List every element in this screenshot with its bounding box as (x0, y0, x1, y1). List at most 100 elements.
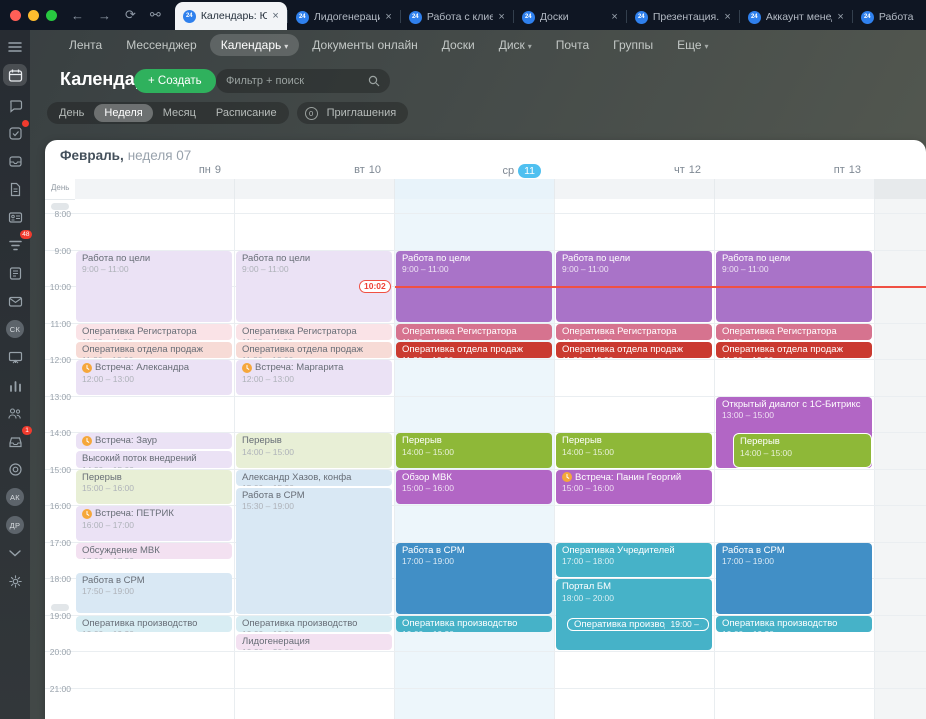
sidebar-inbox-icon[interactable]: 1 (3, 426, 32, 452)
event[interactable]: Портал БМ 18:00 – 20:00 (556, 579, 712, 650)
allday-cell[interactable] (75, 179, 235, 199)
event[interactable]: Работа по цели 9:00 – 11:00 (396, 250, 552, 322)
sidebar-chat-icon[interactable] (3, 94, 27, 116)
event[interactable]: Оперативка производство19:00 – 19:30 (236, 615, 392, 632)
browser-tab[interactable]: 24 Презентация.boar × (627, 4, 739, 30)
close-tab-icon[interactable]: × (837, 11, 844, 23)
event[interactable]: Оперативка производство19:00 – 19:30 (716, 615, 872, 632)
forward-icon[interactable]: → (98, 7, 111, 23)
avatar-ДР[interactable]: ДР (3, 514, 27, 536)
sidebar-menu-icon[interactable] (3, 36, 27, 58)
close-window-button[interactable] (10, 9, 21, 21)
event[interactable]: Оперативка Регистратора11:00 – 11:30 (76, 323, 232, 340)
day-header-чт[interactable]: чт 12 (555, 164, 715, 179)
avatar-АК[interactable]: АК (3, 486, 27, 508)
back-icon[interactable]: ← (71, 7, 84, 23)
allday-cell[interactable] (235, 179, 395, 199)
event[interactable]: Оперативка Регистратора11:00 – 11:30 (236, 323, 392, 340)
event[interactable]: Работа в СРМ 17:00 – 19:00 (716, 542, 872, 614)
event[interactable]: Оперативка Регистратора11:00 – 11:30 (716, 323, 872, 340)
view-tab-неделя[interactable]: Неделя (94, 104, 153, 122)
browser-tab[interactable]: 24 Календарь: Юра В × (174, 2, 287, 30)
close-tab-icon[interactable]: × (724, 11, 731, 23)
event[interactable]: Александр Хазов, конфа15:00 – 15:30 (236, 469, 392, 486)
event[interactable]: Оперативка Регистратора11:00 – 11:30 (396, 323, 552, 340)
day-column[interactable]: Работа по цели 9:00 – 11:00 Оперативка Рег… (555, 199, 715, 719)
link-icon[interactable]: ⚯ (149, 7, 161, 22)
event[interactable]: Оперативка производство19:00 – 19:30 (396, 615, 552, 632)
close-tab-icon[interactable]: × (611, 11, 618, 23)
nav-item-доски[interactable]: Доски (441, 38, 475, 52)
view-tab-месяц[interactable]: Месяц (162, 107, 196, 119)
event[interactable]: Встреча: Панин Георгий 15:00 – 16:00 (556, 469, 712, 504)
collapsed-hours-handle[interactable] (51, 603, 69, 611)
event[interactable]: Работа по цели 9:00 – 11:00 (76, 250, 232, 322)
browser-tab[interactable]: 24 Аккаунт менеджер × (740, 4, 852, 30)
view-tab-день[interactable]: День (59, 107, 85, 119)
event[interactable]: Встреча: Александра 12:00 – 13:00 (76, 360, 232, 395)
sidebar-chevron-down-icon[interactable] (3, 542, 27, 564)
browser-tab[interactable]: 24 Лидогенерация.bo × (288, 4, 400, 30)
browser-tab[interactable]: 24 Работа с клиентом × (401, 4, 513, 30)
event[interactable]: Работа в СРМ 17:00 – 19:00 (396, 542, 552, 614)
zoom-window-button[interactable] (46, 9, 57, 21)
nav-item-еще[interactable]: Еще ▾ (677, 38, 709, 52)
allday-cell[interactable] (395, 179, 555, 199)
day-column[interactable]: Работа по цели 9:00 – 11:00 Оперативка Рег… (235, 199, 395, 719)
sidebar-mail-icon[interactable] (3, 290, 27, 312)
event[interactable]: Оперативка Регистратора11:00 – 11:30 (556, 323, 712, 340)
allday-cell[interactable] (715, 179, 875, 199)
day-column[interactable] (875, 199, 926, 719)
allday-cell[interactable] (875, 179, 926, 199)
event[interactable]: Встреча: Заур14:00 – 14:30 (76, 433, 232, 450)
sidebar-people-icon[interactable] (3, 402, 27, 424)
event[interactable]: Встреча: ПЕТРИК 16:00 – 17:00 (76, 506, 232, 541)
day-header-пт[interactable]: пт 13 (715, 164, 875, 179)
close-tab-icon[interactable]: × (498, 11, 505, 23)
day-header-вт[interactable]: вт 10 (235, 164, 395, 179)
event[interactable]: Обсуждение МВК17:00 – 17:30 (76, 542, 232, 559)
sidebar-target-icon[interactable] (3, 458, 27, 480)
view-tab-расписание[interactable]: Расписание (215, 107, 277, 119)
sidebar-tasks-icon[interactable] (3, 120, 29, 144)
event[interactable]: Перерыв 14:00 – 15:00 (396, 433, 552, 468)
event[interactable]: Оперативка производство19:00 – 19:30 (76, 615, 232, 632)
event[interactable]: Перерыв 14:00 – 15:00 (236, 433, 392, 468)
event[interactable]: Оперативка отдела продаж11:30 – 12:00 (76, 341, 232, 358)
invitations-button[interactable]: 0 Приглашения (296, 102, 409, 124)
close-tab-icon[interactable]: × (272, 10, 279, 22)
nav-item-мессенджер[interactable]: Мессенджер (126, 38, 197, 52)
event[interactable]: Перерыв 15:00 – 16:00 (76, 469, 232, 504)
day-header-ср[interactable]: ср 11 (395, 164, 555, 179)
day-column[interactable]: Работа по цели 9:00 – 11:00 Оперативка Рег… (715, 199, 875, 719)
event[interactable]: Работа в СРМ 15:30 – 19:00 (236, 487, 392, 614)
event[interactable]: Оперативка отдела продаж11:30 – 12:00 (716, 341, 872, 358)
sidebar-document-icon[interactable] (3, 178, 27, 200)
sidebar-board-icon[interactable] (3, 346, 27, 368)
sidebar-chart-icon[interactable] (3, 374, 27, 396)
browser-tab[interactable]: 24 Доски × (514, 4, 626, 30)
search-input[interactable]: Фильтр + поиск (216, 69, 390, 93)
nav-item-группы[interactable]: Группы (613, 38, 654, 52)
event[interactable]: Работа по цели 9:00 – 11:00 (556, 250, 712, 322)
event[interactable]: Оперативка отдела продаж11:30 – 12:00 (236, 341, 392, 358)
nav-item-документы онлайн[interactable]: Документы онлайн (312, 38, 418, 52)
close-tab-icon[interactable]: × (385, 11, 392, 23)
avatar-СК[interactable]: СК (3, 318, 27, 340)
sidebar-calendar-icon[interactable] (3, 64, 27, 86)
day-column[interactable]: Работа по цели 9:00 – 11:00 Оперативка Рег… (395, 199, 555, 719)
create-button[interactable]: + Создать (134, 69, 216, 93)
event[interactable]: Оперативка отдела продаж11:30 – 12:00 (396, 341, 552, 358)
sidebar-gear-icon[interactable] (3, 570, 27, 592)
reload-icon[interactable]: ⟳ (125, 7, 136, 22)
event[interactable]: Высокий поток внедрений14:30 – 15:00 (76, 451, 232, 468)
nav-item-почта[interactable]: Почта (555, 38, 590, 52)
day-column[interactable]: Работа по цели 9:00 – 11:00 Оперативка Рег… (75, 199, 235, 719)
event[interactable]: Перерыв 14:00 – 15:00 (733, 433, 872, 468)
minimize-window-button[interactable] (28, 9, 39, 21)
event[interactable]: Перерыв 14:00 – 15:00 (556, 433, 712, 468)
day-header-пн[interactable]: пн 9 (75, 164, 235, 179)
allday-cell[interactable] (555, 179, 715, 199)
event[interactable]: Оперативка Учредителей 17:00 – 18:00 (556, 542, 712, 577)
nav-item-лента[interactable]: Лента (69, 38, 103, 52)
